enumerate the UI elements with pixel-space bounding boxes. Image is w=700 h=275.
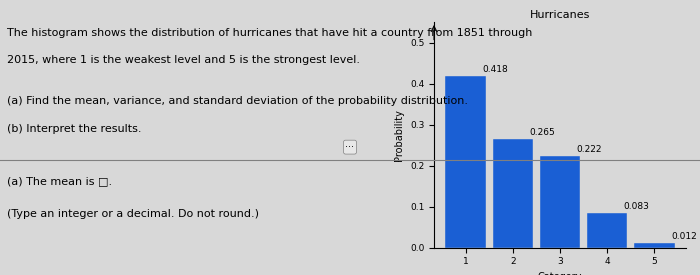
- Text: 0.012: 0.012: [671, 232, 696, 241]
- Text: ···: ···: [346, 142, 354, 152]
- Bar: [493, 139, 533, 248]
- Text: The histogram shows the distribution of hurricanes that have hit a country from : The histogram shows the distribution of …: [7, 28, 533, 37]
- Text: 0.418: 0.418: [482, 65, 508, 74]
- Text: 2015, where 1 is the weakest level and 5 is the strongest level.: 2015, where 1 is the weakest level and 5…: [7, 55, 360, 65]
- Text: 0.265: 0.265: [529, 128, 555, 137]
- Text: 0.083: 0.083: [624, 202, 650, 211]
- Text: (Type an integer or a decimal. Do not round.): (Type an integer or a decimal. Do not ro…: [7, 209, 259, 219]
- Text: 0.222: 0.222: [577, 145, 602, 155]
- Bar: [587, 213, 627, 248]
- Bar: [634, 243, 675, 248]
- Bar: [445, 76, 486, 248]
- Y-axis label: Probability: Probability: [394, 109, 405, 161]
- X-axis label: Category: Category: [538, 272, 582, 275]
- Text: (b) Interpret the results.: (b) Interpret the results.: [7, 124, 141, 134]
- Text: (a) The mean is □.: (a) The mean is □.: [7, 176, 112, 186]
- Text: (a) Find the mean, variance, and standard deviation of the probability distribut: (a) Find the mean, variance, and standar…: [7, 96, 468, 106]
- Title: Hurricanes: Hurricanes: [530, 10, 590, 20]
- Bar: [540, 156, 580, 248]
